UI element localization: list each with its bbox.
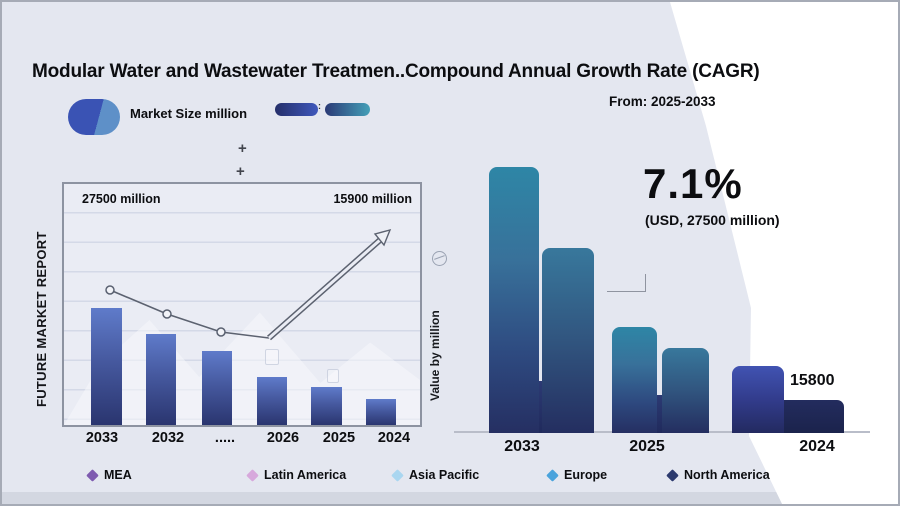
- trend-line: [109, 289, 270, 339]
- right-x-label: 2024: [799, 438, 835, 455]
- right-bar: [612, 327, 657, 433]
- right-bar: [662, 348, 709, 433]
- pill-separator: :: [318, 101, 321, 111]
- legend-item-north-america: North America: [666, 465, 770, 485]
- legend-label: Europe: [564, 468, 608, 482]
- legend-label: North America: [684, 468, 770, 482]
- trend-marker: [105, 285, 115, 295]
- legend-diamond-icon: [666, 468, 679, 482]
- cylinder-icon: [68, 99, 120, 135]
- legend-label: Latin America: [264, 468, 347, 482]
- value-data-label: 15800: [790, 372, 835, 389]
- end-value-annotation: 15900 million: [333, 192, 412, 206]
- right-bar: [489, 167, 539, 433]
- left-chart-panel: 27500 million 15900 million: [62, 182, 422, 427]
- growth-arrow-head: [373, 228, 392, 247]
- left-bar: [91, 308, 122, 425]
- left-bar: [366, 399, 396, 425]
- growth-arrow-fill: [268, 238, 381, 340]
- left-bar: [311, 387, 342, 425]
- date-range-label: From: 2025-2033: [609, 94, 716, 109]
- left-bar: [146, 334, 176, 425]
- step-line-decoration: [607, 274, 646, 292]
- left-x-label: 2026: [266, 430, 300, 446]
- gradient-pill-icon: [325, 103, 370, 116]
- page-title: Modular Water and Wastewater Treatmen..C…: [32, 61, 760, 82]
- left-x-label: 2033: [85, 430, 119, 446]
- trend-markers: [105, 285, 226, 337]
- cagr-value: 7.1%: [643, 160, 743, 207]
- left-x-label: 2032: [151, 430, 185, 446]
- trend-marker: [162, 309, 172, 319]
- start-value-annotation: 27500 million: [82, 192, 161, 206]
- left-x-label: 2025: [322, 430, 356, 446]
- legend-item-mea: MEA: [86, 465, 132, 485]
- right-bar: [732, 366, 784, 433]
- clipboard-watermark-icon: [265, 349, 279, 365]
- left-bar: [257, 377, 287, 425]
- left-x-label: 2024: [377, 430, 411, 446]
- trend-marker: [216, 327, 226, 337]
- legend-diamond-icon: [246, 468, 259, 482]
- right-x-label: 2025: [629, 438, 665, 455]
- legend-item-europe: Europe: [546, 465, 608, 485]
- plus-icon: +: [238, 140, 247, 157]
- legend-label: Asia Pacific: [409, 468, 480, 482]
- circle-minus-icon: [432, 251, 447, 266]
- legend-label: MEA: [104, 468, 132, 482]
- market-size-label: Market Size million: [130, 106, 248, 121]
- right-bar: [542, 248, 594, 433]
- left-x-label: .....: [214, 430, 236, 446]
- clipboard-watermark-icon: [327, 369, 339, 383]
- right-x-label: 2033: [504, 438, 540, 455]
- gradient-pill-icon: [275, 103, 318, 116]
- legend-item-latin-america: Latin America: [246, 465, 347, 485]
- trend-line-layer: [105, 228, 392, 341]
- bottom-shadow-strip: [2, 492, 898, 504]
- legend-diamond-icon: [86, 468, 99, 482]
- right-y-axis-label: Value by million: [428, 310, 442, 402]
- legend-item-asia-pacific: Asia Pacific: [391, 465, 480, 485]
- legend-diamond-icon: [546, 468, 559, 482]
- right-bar: [784, 400, 844, 433]
- future-market-report-watermark: FUTURE MARKET REPORT: [34, 231, 49, 407]
- plus-icon: +: [236, 163, 245, 180]
- cagr-usd-note: (USD, 27500 million): [645, 212, 780, 228]
- left-bar: [202, 351, 232, 425]
- legend-diamond-icon: [391, 468, 404, 482]
